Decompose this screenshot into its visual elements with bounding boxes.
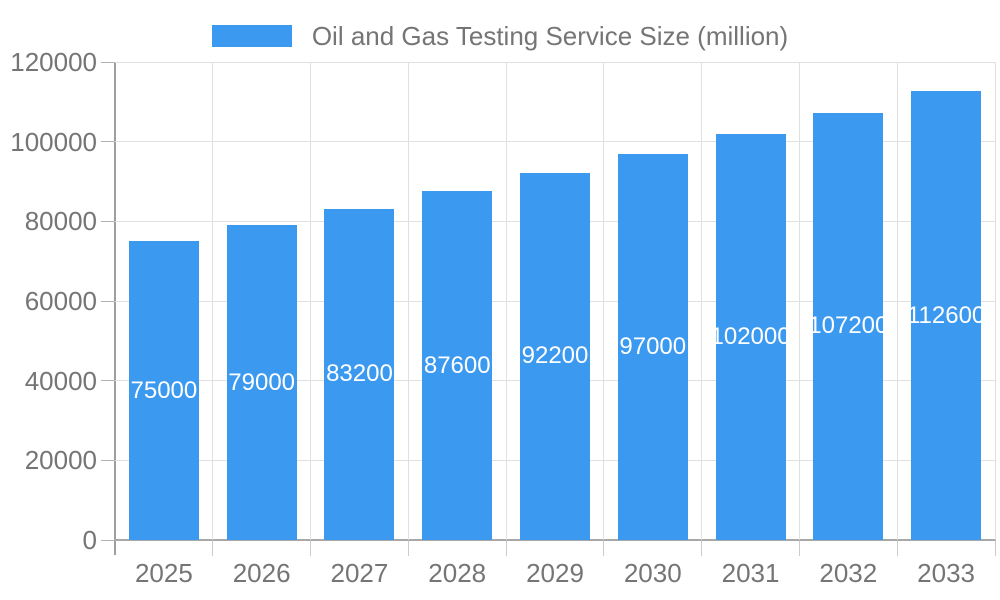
x-axis-tick: [701, 541, 703, 556]
gridline-vertical: [505, 62, 507, 540]
gridline-horizontal: [115, 141, 995, 143]
x-axis-tick: [310, 541, 312, 556]
legend: Oil and Gas Testing Service Size (millio…: [0, 23, 1000, 49]
gridline-vertical: [603, 62, 605, 540]
x-tick-label: 2028: [428, 558, 487, 588]
y-tick-label: 60000: [24, 286, 97, 316]
x-tick-label: 2029: [526, 558, 584, 588]
x-axis-tick: [798, 541, 800, 556]
bar[interactable]: 87600: [422, 191, 493, 540]
gridline-vertical: [212, 62, 214, 540]
x-axis-tick: [603, 541, 605, 556]
gridline-vertical: [407, 62, 409, 540]
x-axis-tick: [994, 541, 996, 556]
y-axis-tick: [101, 300, 115, 302]
gridline-vertical: [798, 62, 800, 540]
gridline-vertical: [701, 62, 703, 540]
legend-label[interactable]: Oil and Gas Testing Service Size (millio…: [311, 21, 789, 51]
x-tick-label: 2033: [917, 558, 976, 588]
y-axis-tick: [101, 61, 115, 63]
bar[interactable]: 97000: [617, 153, 688, 540]
y-tick-label: 20000: [24, 445, 97, 476]
bar[interactable]: 75000: [128, 241, 199, 540]
bar-value-label: 107200: [813, 312, 884, 340]
x-tick-label: 2025: [134, 558, 193, 588]
legend-swatch[interactable]: [211, 25, 292, 47]
y-axis-tick: [101, 459, 115, 461]
bar[interactable]: 92200: [520, 172, 590, 540]
bar-value-label: 87600: [423, 351, 491, 379]
bar-value-label: 97000: [619, 332, 687, 360]
gridline-horizontal: [115, 61, 995, 63]
bar-value-label: 102000: [715, 322, 786, 350]
x-axis-tick: [407, 541, 409, 556]
bar[interactable]: 112600: [911, 91, 982, 540]
gridline-vertical: [994, 62, 996, 540]
y-axis-tick: [101, 220, 115, 222]
x-tick-label: 2032: [819, 558, 878, 588]
gridline-vertical: [896, 62, 898, 540]
x-tick-label: 2027: [330, 558, 389, 588]
y-tick-label: 120000: [10, 47, 97, 77]
x-axis-line: [114, 539, 996, 541]
x-axis-tick: [896, 541, 898, 556]
bar-value-label: 75000: [130, 376, 198, 404]
x-tick-label: 2031: [721, 558, 780, 588]
x-tick-label: 2030: [623, 558, 682, 588]
bar[interactable]: 107200: [813, 112, 884, 540]
bar-value-label: 92200: [521, 342, 589, 370]
bar[interactable]: 79000: [226, 225, 297, 540]
x-tick-label: 2026: [232, 558, 291, 588]
gridline-vertical: [310, 62, 312, 540]
y-axis-tick: [101, 539, 115, 541]
y-tick-label: 100000: [10, 126, 97, 157]
bar-value-label: 83200: [326, 360, 393, 388]
y-tick-label: 80000: [24, 206, 97, 237]
y-axis-tick: [101, 380, 115, 382]
bar-value-label: 112600: [911, 301, 982, 329]
y-tick-label: 40000: [24, 365, 97, 396]
bar[interactable]: 83200: [324, 208, 395, 540]
x-axis-tick: [505, 541, 507, 556]
y-axis-line: [114, 62, 116, 555]
x-axis-tick: [212, 541, 214, 556]
bar[interactable]: 102000: [715, 133, 786, 540]
y-axis-tick: [101, 141, 115, 143]
y-tick-label: 0: [82, 525, 97, 555]
bar-value-label: 79000: [228, 368, 296, 396]
